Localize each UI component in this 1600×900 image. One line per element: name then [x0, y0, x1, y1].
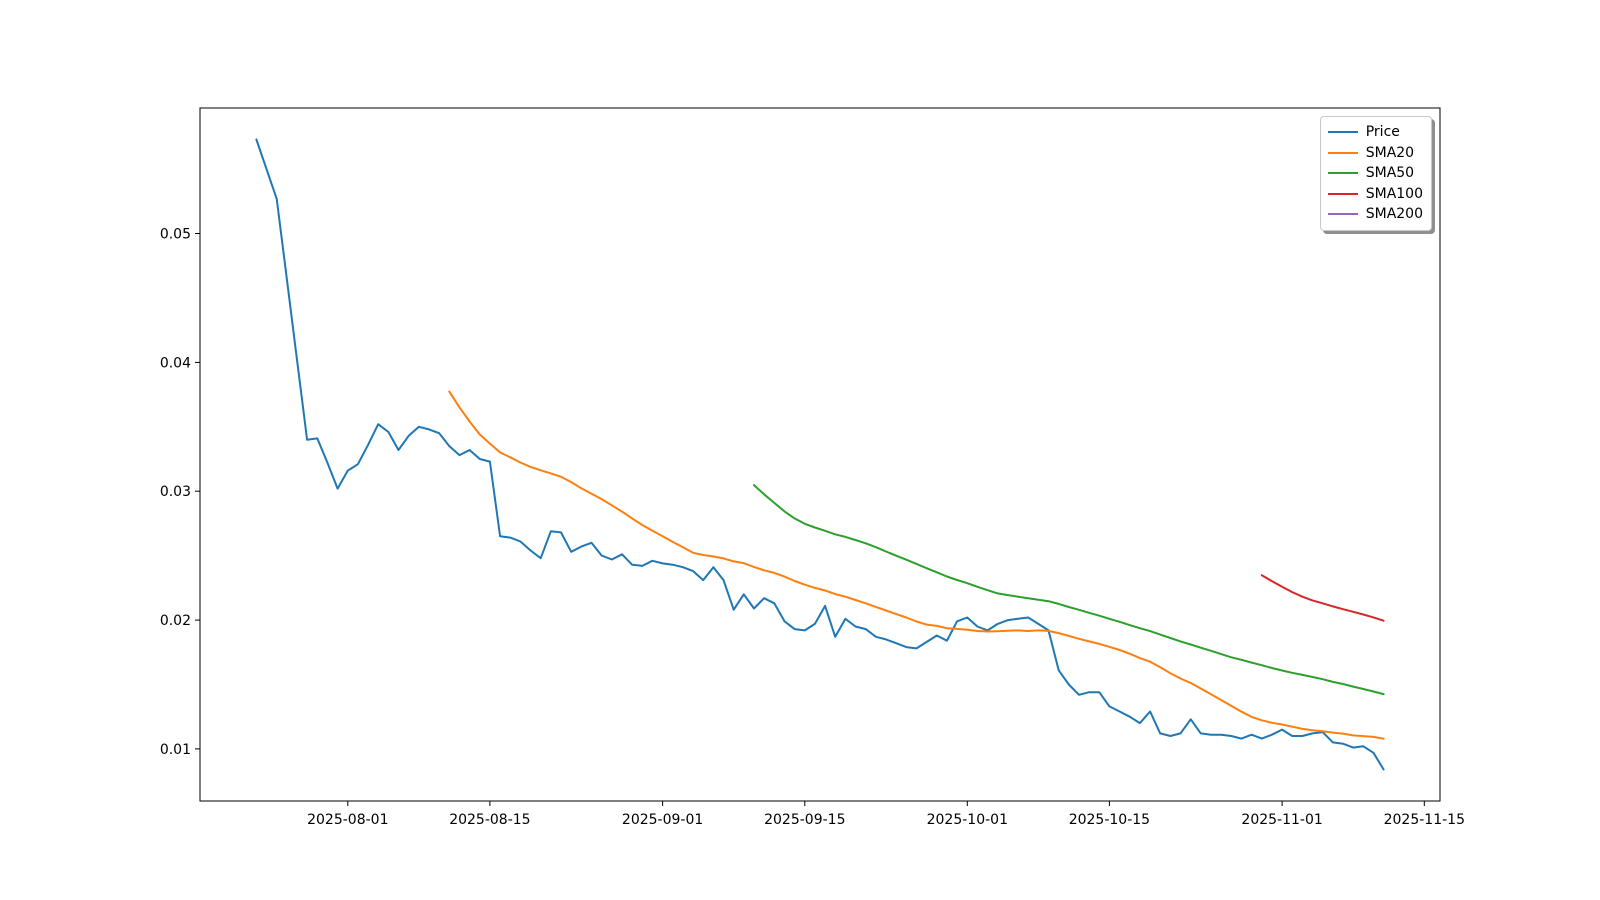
x-tick-label: 2025-08-01	[307, 812, 388, 828]
x-tick-label: 2025-10-01	[927, 812, 1008, 828]
x-tick-label: 2025-09-01	[622, 812, 703, 828]
legend: Price SMA20 SMA50 SMA100 SMA200	[1319, 116, 1432, 231]
y-tick-label: 0.01	[160, 742, 191, 758]
legend-line-sma200	[1327, 213, 1358, 216]
x-tick-label: 2025-09-15	[764, 812, 845, 828]
y-tick-label: 0.05	[160, 227, 191, 243]
x-tick-label: 2025-08-15	[449, 812, 530, 828]
y-tick-label: 0.02	[160, 613, 191, 629]
legend-label-sma100: SMA100	[1365, 185, 1423, 202]
x-tick-label: 2025-11-15	[1384, 812, 1465, 828]
legend-line-price	[1327, 131, 1358, 134]
sma50-line	[753, 484, 1385, 696]
sma100-line	[1260, 574, 1385, 622]
legend-item-sma20: SMA20	[1327, 143, 1423, 164]
legend-label-sma20: SMA20	[1365, 144, 1415, 161]
axes-frame	[199, 107, 1441, 802]
legend-line-sma20	[1327, 151, 1358, 154]
x-tick-label: 2025-11-01	[1241, 812, 1322, 828]
price-line	[255, 138, 1385, 771]
legend-item-sma100: SMA100	[1327, 184, 1423, 205]
sma20-line	[448, 390, 1385, 740]
legend-item-price: Price	[1327, 122, 1423, 143]
legend-label-sma50: SMA50	[1365, 165, 1415, 181]
y-tick-label: 0.03	[160, 484, 191, 500]
legend-item-sma200: SMA200	[1327, 204, 1423, 225]
legend-line-sma100	[1327, 192, 1358, 195]
legend-label-price: Price	[1365, 124, 1400, 140]
legend-item-sma50: SMA50	[1327, 163, 1423, 184]
x-tick-label: 2025-10-15	[1069, 812, 1150, 828]
legend-label-sma200: SMA200	[1365, 206, 1423, 222]
legend-line-sma50	[1327, 172, 1358, 175]
y-tick-label: 0.04	[160, 355, 191, 371]
